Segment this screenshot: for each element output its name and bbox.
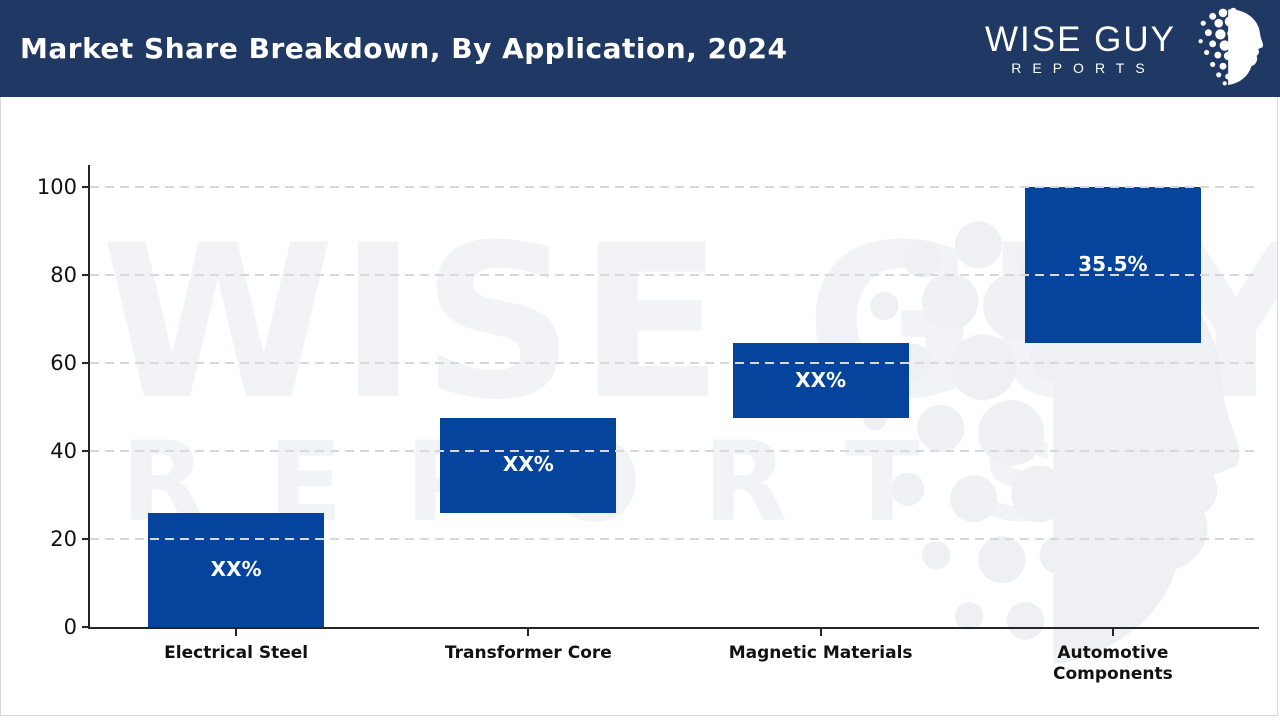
gridline-40 [90, 450, 1259, 452]
gridline-20 [90, 538, 1259, 540]
bar-value-label-transformer-core: XX% [502, 452, 554, 477]
bar-value-label-magnetic-materials: XX% [795, 367, 847, 392]
y-tick-0 [82, 626, 90, 628]
y-tick-label-20: 20 [50, 527, 77, 551]
x-axis-line [88, 627, 1259, 629]
bar-value-label-electrical-steel: XX% [210, 556, 262, 581]
y-tick-label-100: 100 [36, 175, 77, 199]
bar-transformer-core [440, 418, 617, 513]
x-category-label-electrical-steel: Electrical Steel [164, 643, 309, 663]
x-category-label-automotive-components: Automotive Components [1053, 643, 1173, 684]
y-tick-60 [82, 362, 90, 364]
y-tick-100 [82, 186, 90, 188]
x-category-label-magnetic-materials: Magnetic Materials [728, 643, 913, 663]
y-tick-label-60: 60 [50, 351, 77, 375]
y-tick-label-80: 80 [50, 263, 77, 287]
x-category-label-transformer-core: Transformer Core [444, 643, 612, 663]
x-tick-magnetic-materials [819, 629, 822, 636]
wise-guy-reports-logo: WISE GUY REPORTS [985, 6, 1266, 92]
x-tick-transformer-core [527, 629, 530, 636]
plot-area: 0 20 40 60 80 100 XX% Electrical Steel XX% Transf… [37, 165, 1259, 684]
chart-body: WISE GUY REPORTS 0 [0, 97, 1278, 716]
y-axis-line [88, 165, 90, 629]
bar-magnetic-materials [732, 343, 909, 418]
y-tick-label-0: 0 [63, 615, 77, 639]
logo-line1: WISE GUY [984, 19, 1176, 59]
page-title: Market Share Breakdown, By Application, … [20, 32, 788, 65]
gridline-80 [90, 274, 1259, 276]
header: Market Share Breakdown, By Application, … [0, 0, 1280, 97]
y-tick-40 [82, 450, 90, 452]
y-tick-80 [82, 274, 90, 276]
y-tick-20 [82, 538, 90, 540]
bar-value-label-automotive-components: 35.5% [1078, 252, 1148, 277]
x-tick-automotive-components [1111, 629, 1114, 636]
logo-line2: REPORTS [1011, 59, 1156, 76]
dotted-face-icon [1198, 7, 1264, 86]
gridline-60 [90, 362, 1259, 364]
y-tick-label-40: 40 [50, 439, 77, 463]
bar-electrical-steel [148, 512, 325, 627]
gridline-100 [90, 186, 1259, 188]
x-tick-electrical-steel [235, 629, 238, 636]
logo-wordmark: WISE GUY REPORTS [984, 19, 1176, 76]
